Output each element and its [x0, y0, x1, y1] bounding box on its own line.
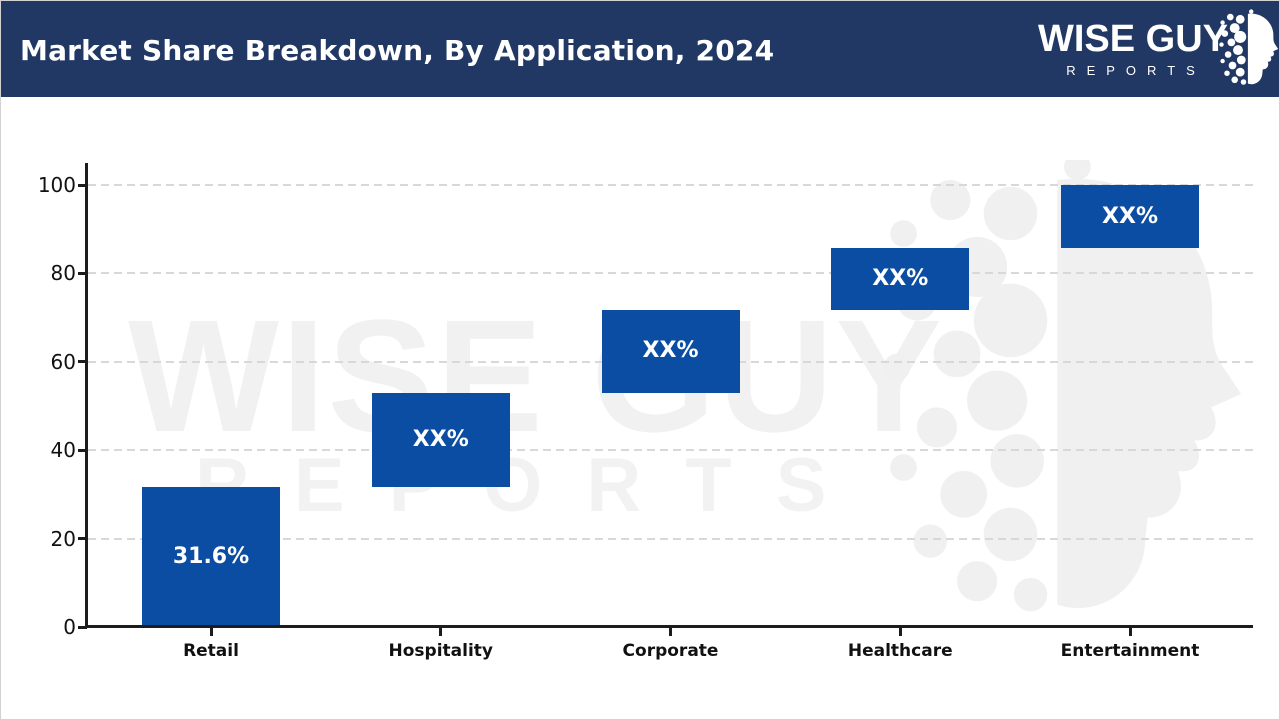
gridline-40	[88, 449, 1253, 452]
x-axis-tick-0	[209, 628, 213, 636]
logo-text: WISE GUY REPORTS	[1038, 18, 1229, 78]
gridline-100	[88, 184, 1253, 186]
page-title: Market Share Breakdown, By Application, …	[20, 34, 775, 67]
bar-value-label: XX%	[1102, 203, 1158, 229]
watermark-wordmark: WISE GUY	[128, 286, 945, 465]
wiseguy-logo: WISE GUY REPORTS	[1038, 8, 1280, 90]
y-axis-label-0: 0	[63, 615, 76, 639]
bar-corporate: XX%	[601, 310, 740, 393]
header: Market Share Breakdown, By Application, …	[0, 0, 1280, 97]
gridline-80	[88, 272, 1253, 275]
y-axis-tick-100	[78, 183, 87, 187]
bar-retail: 31.6%	[142, 487, 280, 627]
y-axis-label-100: 100	[37, 173, 76, 197]
bar-value-label: XX%	[872, 266, 929, 292]
bar-value-label: XX%	[642, 338, 699, 364]
x-axis-spine	[85, 625, 1253, 628]
x-axis-label-3: Healthcare	[847, 641, 953, 661]
y-axis-tick-20	[78, 537, 87, 541]
y-axis-tick-40	[78, 448, 87, 452]
bar-hospitality: XX%	[371, 392, 510, 488]
x-axis-tick-4	[1128, 628, 1132, 636]
y-axis-label-40: 40	[50, 438, 76, 463]
x-axis-label-1: Hospitality	[388, 641, 493, 661]
logo-subtext: REPORTS	[1066, 62, 1206, 78]
x-axis-label-4: Entertainment	[1060, 641, 1200, 661]
bar-entertainment: XX%	[1061, 185, 1199, 249]
bar-value-label: 31.6%	[172, 544, 250, 570]
watermark-subtext: REPORTS	[195, 443, 871, 528]
bar-value-label: XX%	[412, 427, 469, 453]
x-axis-tick-2	[669, 628, 672, 636]
x-axis-tick-1	[439, 628, 443, 636]
x-axis-tick-3	[898, 628, 902, 636]
logo-face-icon	[1219, 9, 1279, 85]
y-axis-tick-0	[78, 625, 87, 629]
y-axis-spine	[85, 163, 88, 628]
y-axis-label-60: 60	[50, 349, 76, 374]
bar-healthcare: XX%	[831, 248, 970, 311]
x-axis-label-0: Retail	[183, 641, 239, 661]
y-axis-tick-60	[78, 360, 87, 364]
logo-wordmark: WISE GUY	[1038, 18, 1229, 61]
x-axis-label-2: Corporate	[622, 641, 719, 661]
y-axis-label-80: 80	[50, 261, 76, 286]
y-axis-tick-80	[78, 271, 87, 275]
y-axis-label-20: 20	[50, 526, 76, 551]
gridline-20	[88, 537, 1253, 540]
